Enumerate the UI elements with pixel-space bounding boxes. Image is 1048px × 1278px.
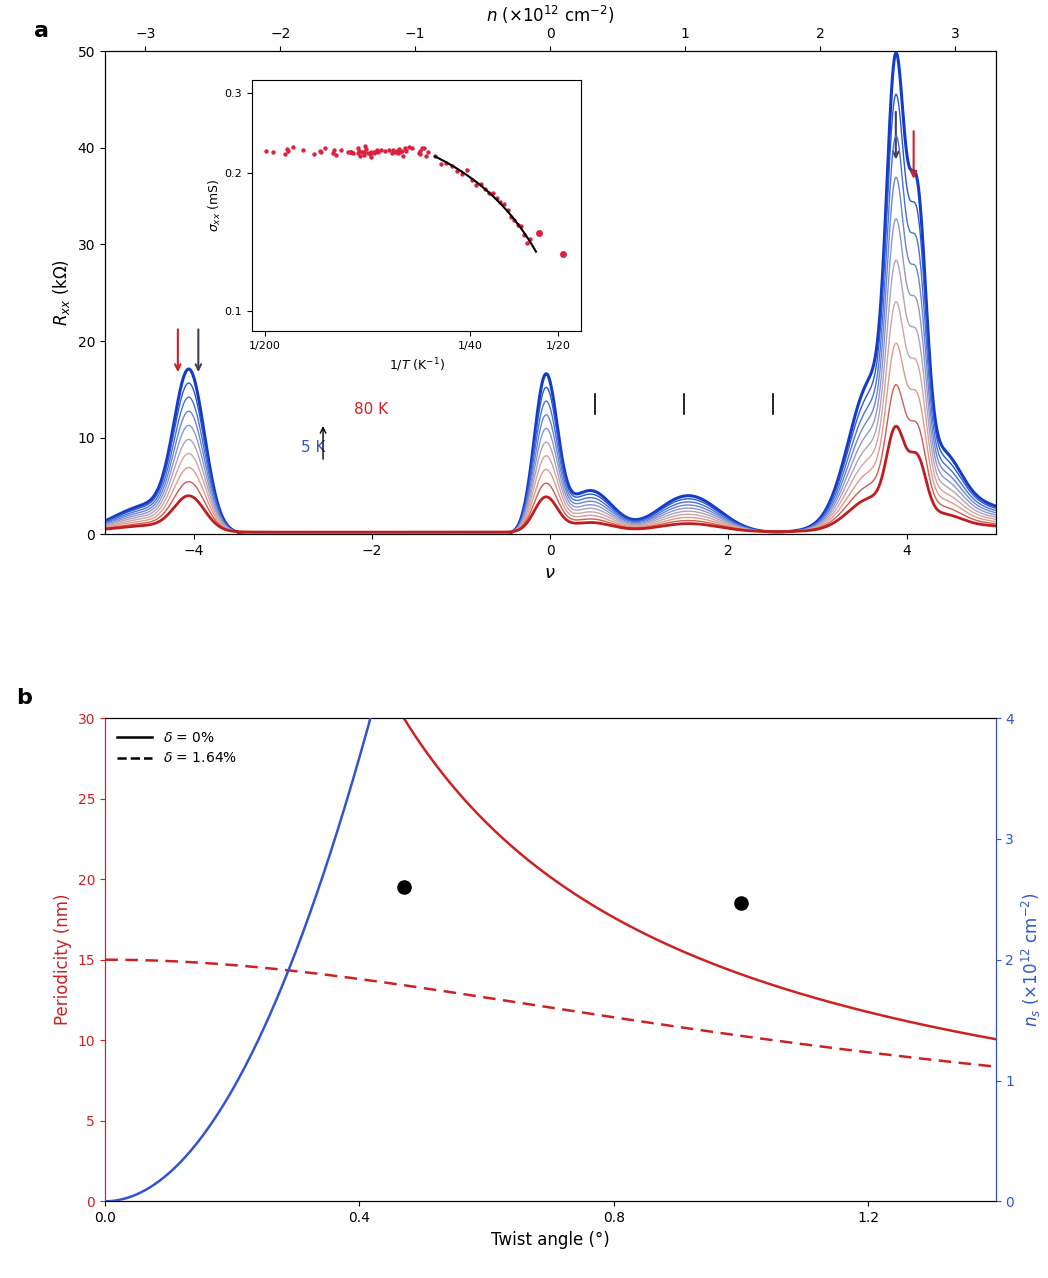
X-axis label: $n$ ($\times$10$^{12}$ cm$^{-2}$): $n$ ($\times$10$^{12}$ cm$^{-2}$) xyxy=(486,4,614,26)
Text: a: a xyxy=(34,22,48,41)
Y-axis label: $n_s$ ($\times$10$^{12}$ cm$^{-2}$): $n_s$ ($\times$10$^{12}$ cm$^{-2}$) xyxy=(1020,892,1043,1028)
Text: b: b xyxy=(16,689,31,708)
X-axis label: Twist angle (°): Twist angle (°) xyxy=(490,1231,610,1249)
Point xyxy=(733,893,749,914)
Text: 80 K: 80 K xyxy=(354,401,389,417)
X-axis label: $\nu$: $\nu$ xyxy=(544,564,556,581)
Y-axis label: $R_{xx}$ (k$\Omega$): $R_{xx}$ (k$\Omega$) xyxy=(51,259,72,326)
Point xyxy=(395,877,412,897)
Text: 5 K: 5 K xyxy=(301,440,325,455)
Y-axis label: Periodicity (nm): Periodicity (nm) xyxy=(53,893,72,1025)
Legend: $\delta$ = 0%, $\delta$ = 1.64%: $\delta$ = 0%, $\delta$ = 1.64% xyxy=(112,725,243,771)
